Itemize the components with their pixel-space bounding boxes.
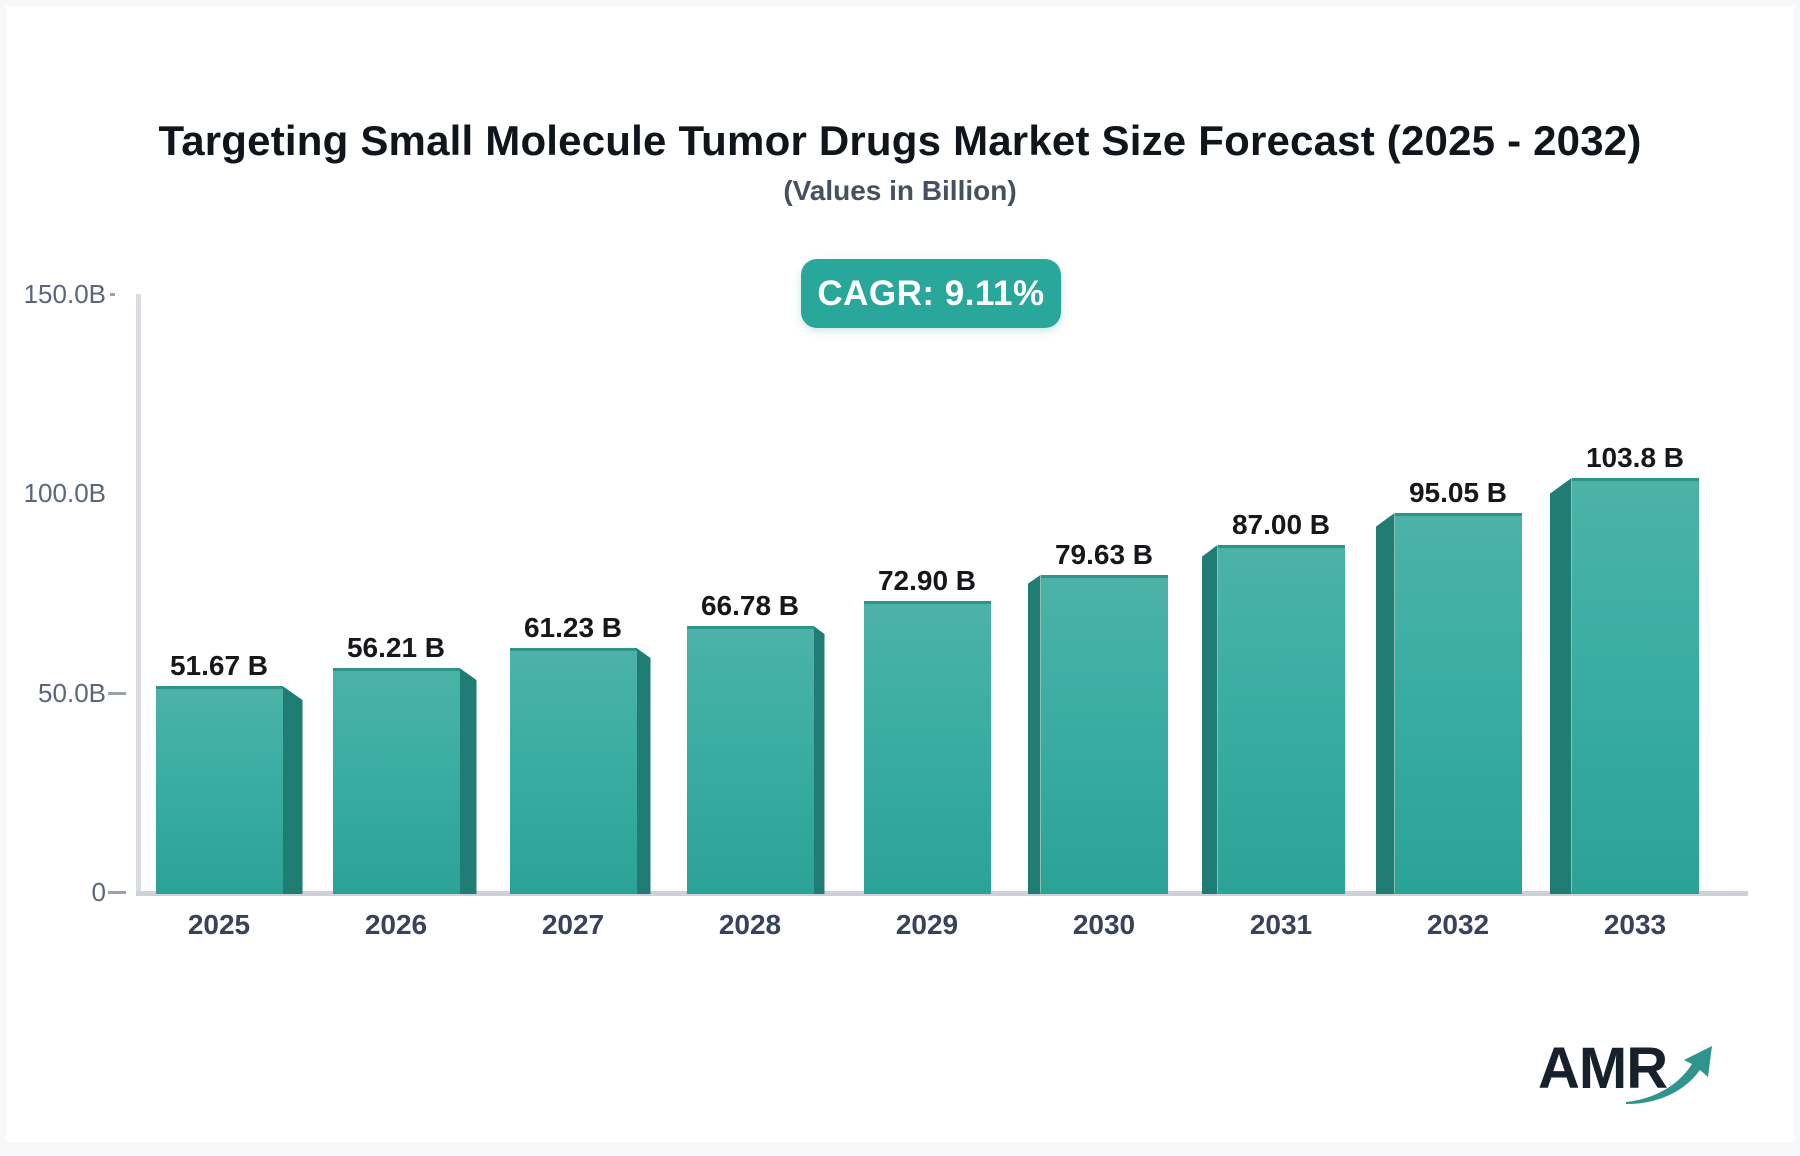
y-tick-mark [108,891,126,894]
x-axis-year-label: 2031 [1249,909,1313,940]
bar-front-face [332,668,460,894]
bar-value-label: 66.78 B [700,590,800,621]
bar-front-face [686,626,814,894]
x-axis-year-label: 2026 [364,909,428,940]
bar-value-label: 79.63 B [1054,539,1154,570]
bar-value-label: 95.05 B [1408,477,1508,508]
x-axis-year-label: 2033 [1603,909,1667,940]
bar-front-face [1040,575,1168,894]
logo-growth-arrow-icon [1626,1046,1712,1104]
chart-card: Targeting Small Molecule Tumor Drugs Mar… [6,6,1794,1142]
x-axis-year-label: 2032 [1426,909,1490,940]
y-tick-label: 0 [91,877,106,907]
bar-value-label: 56.21 B [346,632,446,663]
bar-front-face [155,686,283,894]
bar-side-face [1027,575,1041,894]
bar-front-face [1217,545,1345,894]
bar-side-face [636,648,651,894]
bar-front-face [1394,513,1522,894]
cagr-badge: CAGR: 9.11% [801,259,1061,328]
bar-side-face [282,686,303,894]
y-tick-label: 150.0B [23,279,106,309]
bar-front-face [509,648,637,894]
bar-side-face [1201,545,1218,894]
logo-text: AMR [1538,1036,1668,1101]
y-tick-mark [110,293,115,296]
y-tick-label: 100.0B [23,478,106,509]
bar-side-face [459,668,477,894]
page-subtitle: (Values in Billion) [783,175,1017,206]
y-axis-line [136,294,141,895]
bar-value-label: 51.67 B [169,650,269,681]
bar-value-label: 72.90 B [877,565,977,596]
y-tick-label: 50.0B [38,677,106,708]
amr-logo: AMR [1538,1040,1738,1110]
y-tick-mark [108,691,126,695]
page-title: Targeting Small Molecule Tumor Drugs Mar… [158,117,1642,164]
x-axis-year-label: 2028 [718,909,782,940]
bar-side-face [813,626,825,894]
bar-front-face [1571,478,1699,894]
bar-side-face [1375,513,1395,894]
bar-front-face [863,601,991,894]
x-axis-year-label: 2029 [895,909,959,940]
bar-value-label: 61.23 B [523,612,623,643]
x-axis-year-label: 2030 [1072,909,1136,940]
cagr-badge-label: CAGR: 9.11% [817,273,1045,313]
bar-value-label: 87.00 B [1231,509,1331,540]
x-axis-year-label: 2025 [187,909,251,940]
bar-value-label: 103.8 B [1585,442,1685,473]
x-axis-year-label: 2027 [541,909,605,940]
bar-side-face [1549,478,1572,894]
